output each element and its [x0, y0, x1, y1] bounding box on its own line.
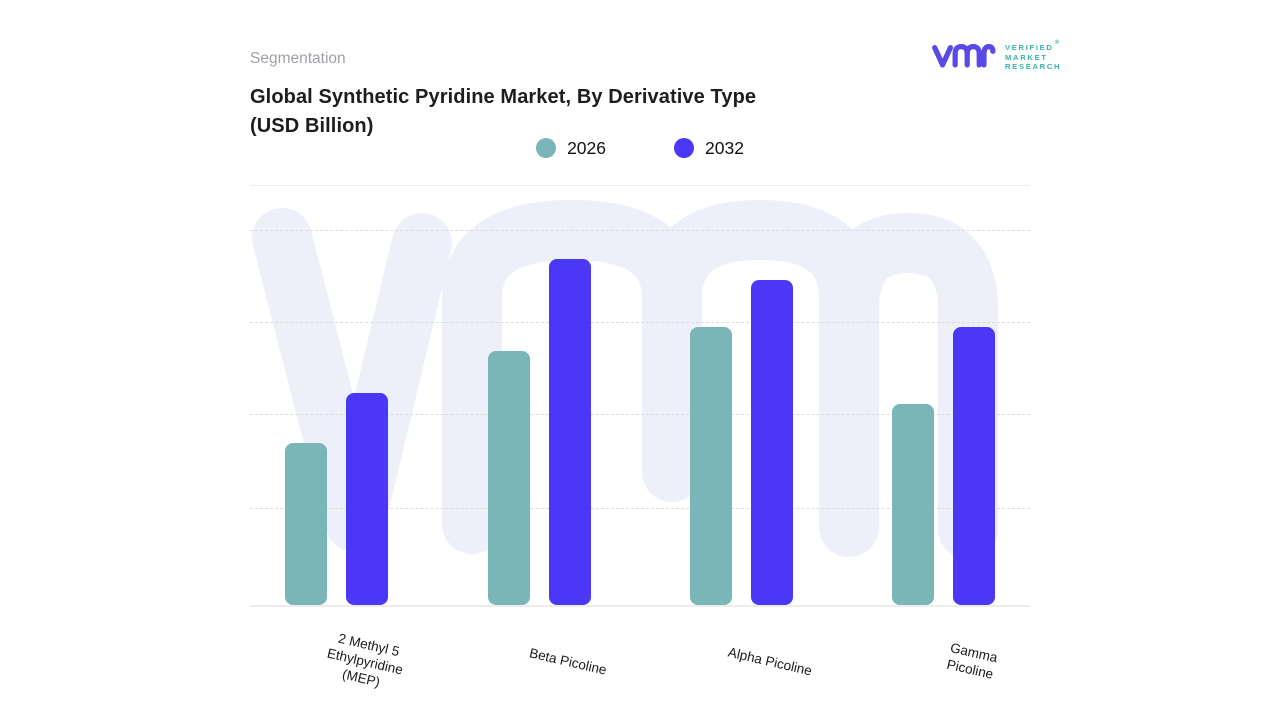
x-tick-label-alpha-picoline: Alpha Picoline	[685, 634, 854, 689]
bar-2026-beta-picoline	[487, 351, 530, 605]
bar-2032-gamma-picoline	[952, 327, 995, 605]
vmr-monogram-icon	[932, 43, 996, 68]
legend: 2026 2032	[250, 133, 1030, 163]
legend-label: 2026	[567, 137, 606, 158]
bar-2032-alpha-picoline	[750, 280, 793, 605]
bar-2026-gamma-picoline	[891, 404, 934, 605]
x-tick-label-2-methyl-5-ethylpyridine-mep: 2 Methyl 5 Ethylpyridine (MEP)	[276, 617, 453, 705]
logo-line-verified: VERIFIED®	[1005, 40, 1060, 53]
x-tick-line: Ethylpyridine	[325, 644, 405, 677]
chart-title: Global Synthetic Pyridine Market, By Der…	[250, 83, 870, 141]
x-tick-label-gamma-picoline: Gamma Picoline	[885, 625, 1058, 696]
logo-line-market: MARKET	[1005, 52, 1048, 62]
gridline	[250, 322, 1030, 323]
gridline	[250, 414, 1030, 415]
gridline	[250, 508, 1030, 509]
x-tick-label-beta-picoline: Beta Picoline	[483, 634, 652, 689]
plot-area	[250, 185, 1030, 607]
x-tick-line: (MEP)	[340, 665, 382, 690]
logo-wordmark: VERIFIED® MARKET RESEARCH	[1005, 39, 1061, 72]
bar-2032-beta-picoline	[548, 259, 591, 605]
bar-2026-alpha-picoline	[689, 327, 732, 605]
x-tick-line: Picoline	[945, 656, 995, 682]
bar-2032-2-methyl-5-ethylpyridine-mep	[345, 393, 388, 605]
x-tick-line: Alpha Picoline	[726, 644, 814, 678]
gridline	[250, 230, 1030, 231]
chart-title-line2: (USD Billion)	[250, 115, 374, 137]
section-label: Segmentation	[250, 50, 346, 67]
legend-dot-icon	[674, 138, 694, 158]
x-tick-line: Gamma	[948, 640, 999, 666]
chart-title-line1: Global Synthetic Pyridine Market, By Der…	[250, 86, 757, 108]
legend-item-2032: 2032	[674, 138, 744, 159]
vmr-logo: VERIFIED® MARKET RESEARCH	[930, 39, 1061, 72]
x-tick-line: 2 Methyl 5	[336, 630, 401, 659]
registered-mark: ®	[1054, 40, 1060, 47]
logo-line-research: RESEARCH	[1005, 62, 1062, 72]
legend-dot-icon	[536, 138, 557, 158]
bar-2026-2-methyl-5-ethylpyridine-mep	[284, 443, 327, 605]
legend-label: 2032	[705, 137, 744, 158]
legend-item-2026: 2026	[536, 138, 606, 159]
x-tick-line: Beta Picoline	[527, 644, 609, 678]
